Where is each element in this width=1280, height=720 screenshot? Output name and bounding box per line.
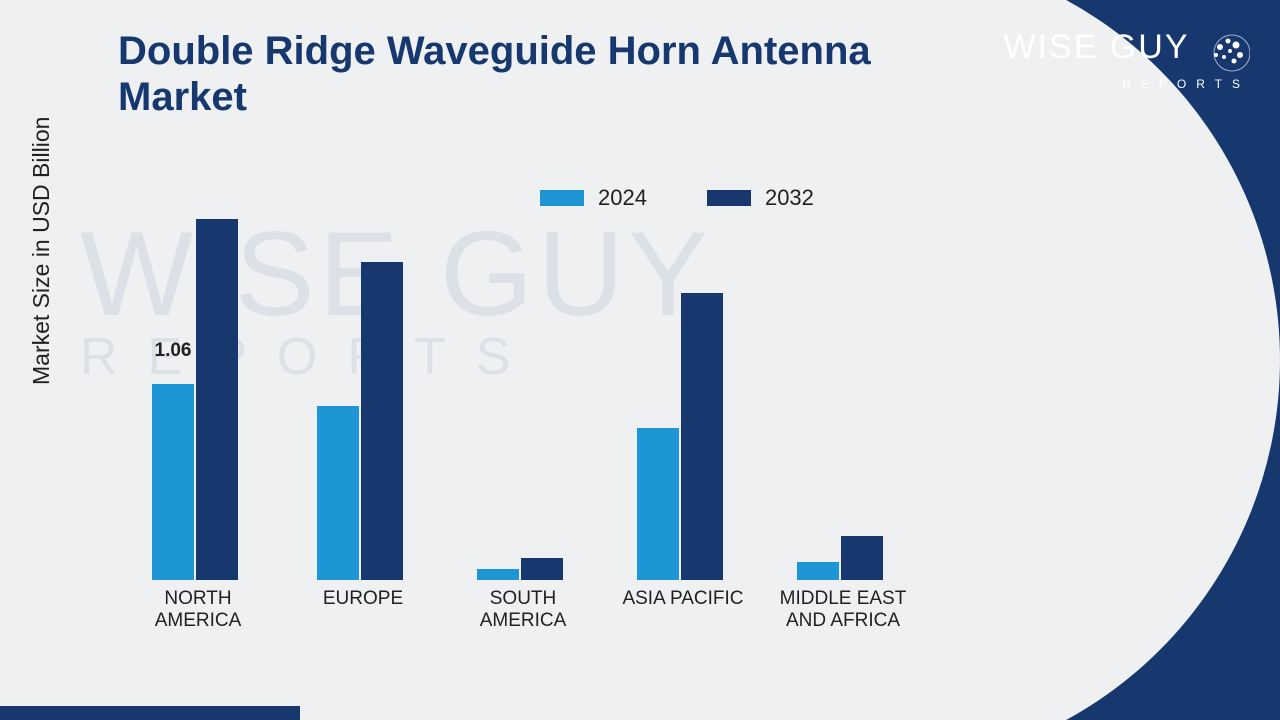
brand-logo: WISE GUY REPORTS	[1004, 28, 1250, 91]
legend-label-2032: 2032	[765, 185, 814, 211]
brand-side-panel	[960, 0, 1280, 720]
bar-2032	[361, 262, 403, 580]
x-axis-label: NORTH AMERICA	[128, 588, 268, 632]
bar-2024	[637, 428, 679, 580]
legend-label-2024: 2024	[598, 185, 647, 211]
head-icon	[1200, 29, 1250, 79]
bar-2024	[477, 569, 519, 580]
bar-2024	[317, 406, 359, 580]
bar-2032	[681, 293, 723, 580]
logo-line2: REPORTS	[1004, 77, 1250, 91]
x-axis-label: ASIA PACIFIC	[613, 588, 753, 610]
x-axis-label: MIDDLE EAST AND AFRICA	[773, 588, 913, 632]
legend: 2024 2032	[540, 185, 814, 211]
legend-item-2032: 2032	[707, 185, 814, 211]
bar-2024	[797, 562, 839, 581]
bar-2032	[841, 536, 883, 580]
bar-2032	[521, 558, 563, 580]
legend-swatch-2024	[540, 190, 584, 206]
bar-value-label: 1.06	[155, 340, 192, 362]
bar-2032	[196, 219, 238, 580]
legend-swatch-2032	[707, 190, 751, 206]
legend-item-2024: 2024	[540, 185, 647, 211]
x-axis-label: SOUTH AMERICA	[453, 588, 593, 632]
chart-title: Double Ridge Waveguide Horn Antenna Mark…	[118, 28, 878, 120]
footer-accent-bar	[0, 706, 300, 720]
x-axis-label: EUROPE	[293, 588, 433, 610]
y-axis-label: Market Size in USD Billion	[28, 117, 55, 385]
bar-2024	[152, 384, 194, 580]
bar-chart: 1.06NORTH AMERICAEUROPESOUTH AMERICAASIA…	[118, 210, 898, 580]
logo-line1: WISE GUY	[1004, 28, 1190, 67]
